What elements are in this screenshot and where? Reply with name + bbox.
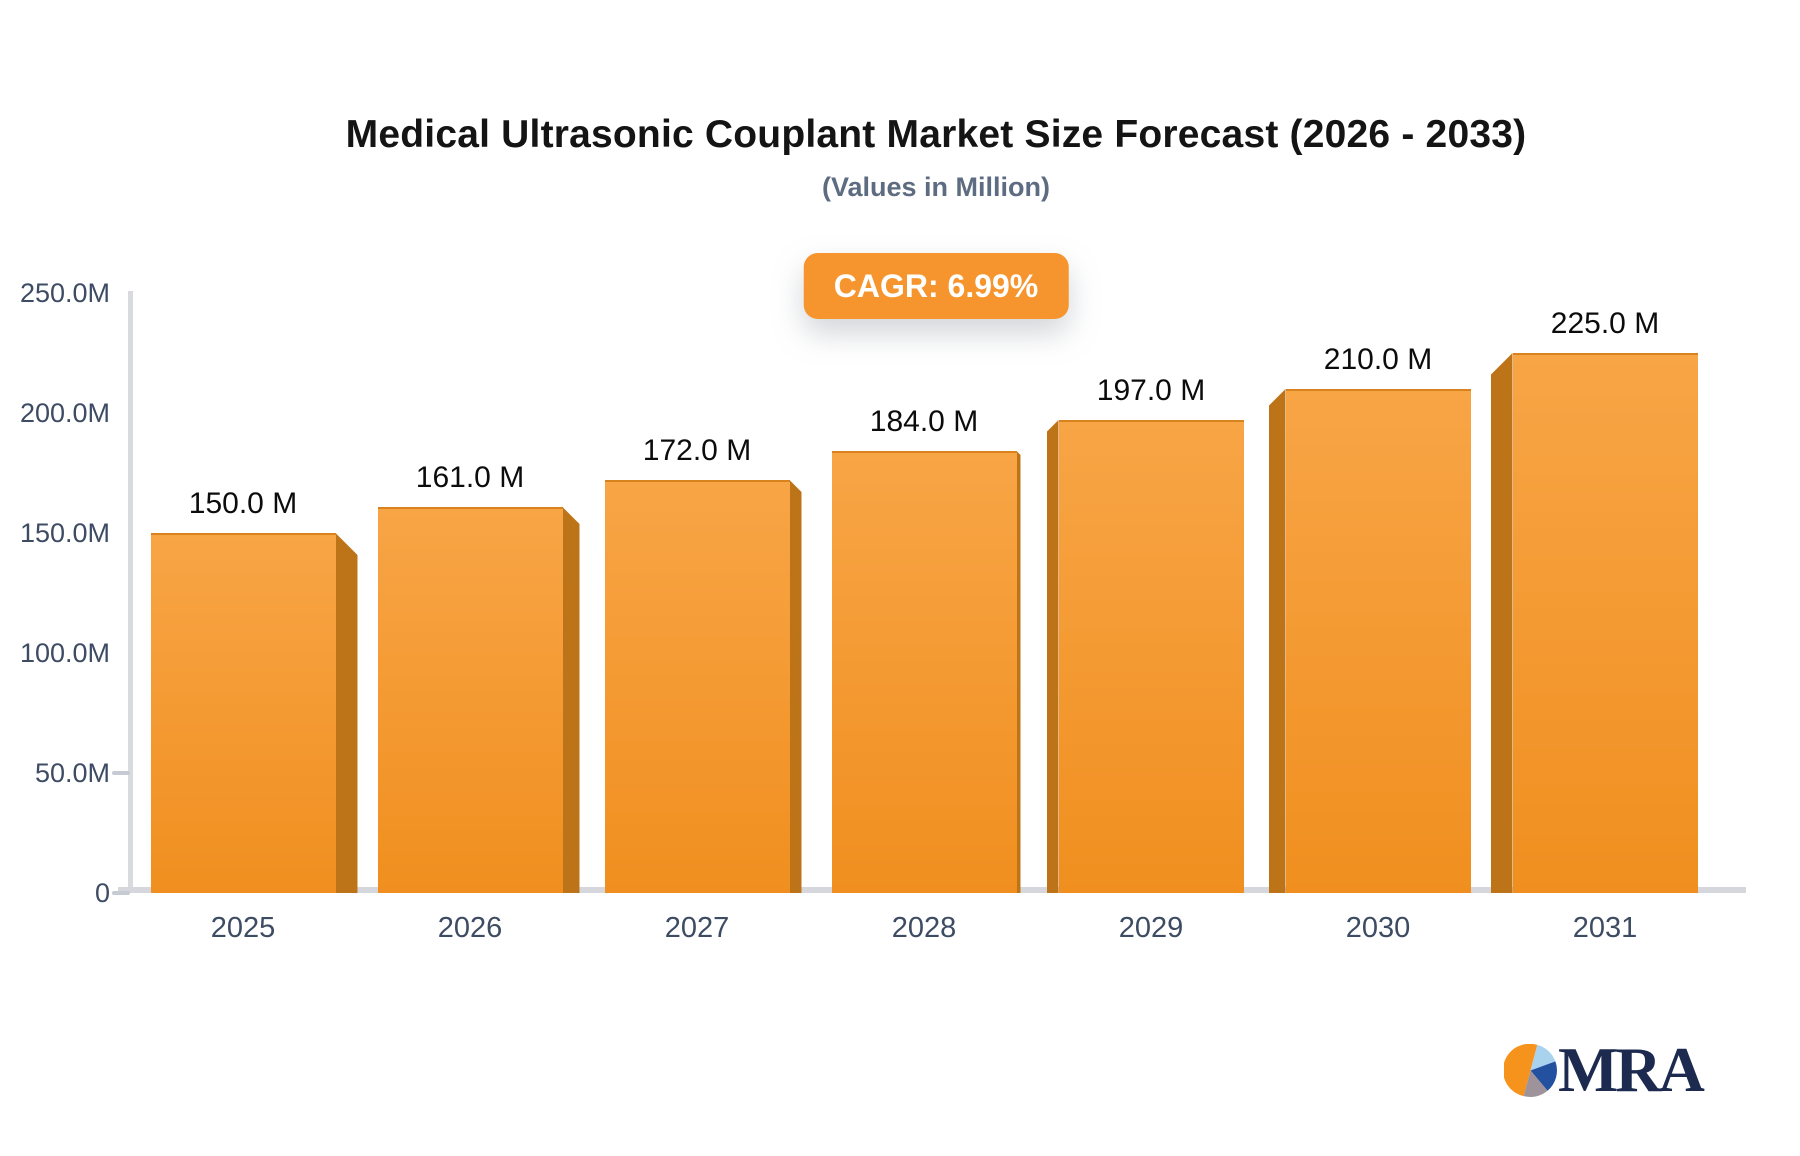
bar-2031	[1512, 353, 1698, 893]
chart-title: Medical Ultrasonic Couplant Market Size …	[345, 113, 1527, 156]
y-tick-label: 200.0M	[19, 398, 110, 428]
y-tick-label: 100.0M	[19, 638, 110, 668]
y-tick-label: 250.0M	[19, 278, 110, 308]
x-tick-label: 2030	[1345, 912, 1411, 944]
x-tick-label: 2027	[664, 912, 730, 944]
x-tick-label: 2029	[1118, 912, 1184, 944]
bar-value-label: 161.0 M	[415, 461, 525, 494]
x-tick-label: 2025	[210, 912, 276, 944]
bar-value-label: 172.0 M	[642, 434, 752, 467]
mra-logo-text: MRA	[1558, 1034, 1705, 1105]
bar-value-label: 225.0 M	[1550, 307, 1660, 340]
y-axis-line	[128, 291, 133, 891]
y-tick-mark	[112, 771, 130, 775]
x-tick-label: 2031	[1572, 912, 1638, 944]
bar-value-label: 210.0 M	[1323, 343, 1433, 376]
bar-2029-side	[1046, 420, 1059, 893]
bar-2030	[1285, 389, 1471, 893]
bar-2025-side	[335, 533, 358, 893]
y-tick-label: 150.0M	[19, 518, 110, 548]
bar-value-label: 150.0 M	[188, 487, 298, 520]
mra-logo: MRA	[1504, 1034, 1705, 1105]
cagr-badge: CAGR: 6.99%	[803, 253, 1069, 319]
y-tick-mark	[112, 891, 130, 895]
bar-2026-side	[562, 507, 580, 893]
bar-2027-side	[789, 480, 802, 893]
x-tick-label: 2026	[437, 912, 503, 944]
bar-2028	[831, 451, 1017, 893]
bar-2028-side	[1016, 451, 1021, 893]
bar-2031-side	[1490, 353, 1513, 893]
bar-2025	[150, 533, 336, 893]
mra-logo-pie-icon	[1504, 1043, 1557, 1097]
bar-2026	[377, 507, 563, 893]
bar-2029	[1058, 420, 1244, 893]
y-tick-label: 50.0M	[34, 758, 110, 788]
x-tick-label: 2028	[891, 912, 957, 944]
y-tick-label: 0	[94, 878, 110, 908]
chart-subtitle: (Values in Million)	[821, 172, 1051, 202]
bar-value-label: 184.0 M	[869, 405, 979, 438]
bar-2027	[604, 480, 790, 893]
bar-2030-side	[1268, 389, 1286, 893]
bar-value-label: 197.0 M	[1096, 374, 1206, 407]
